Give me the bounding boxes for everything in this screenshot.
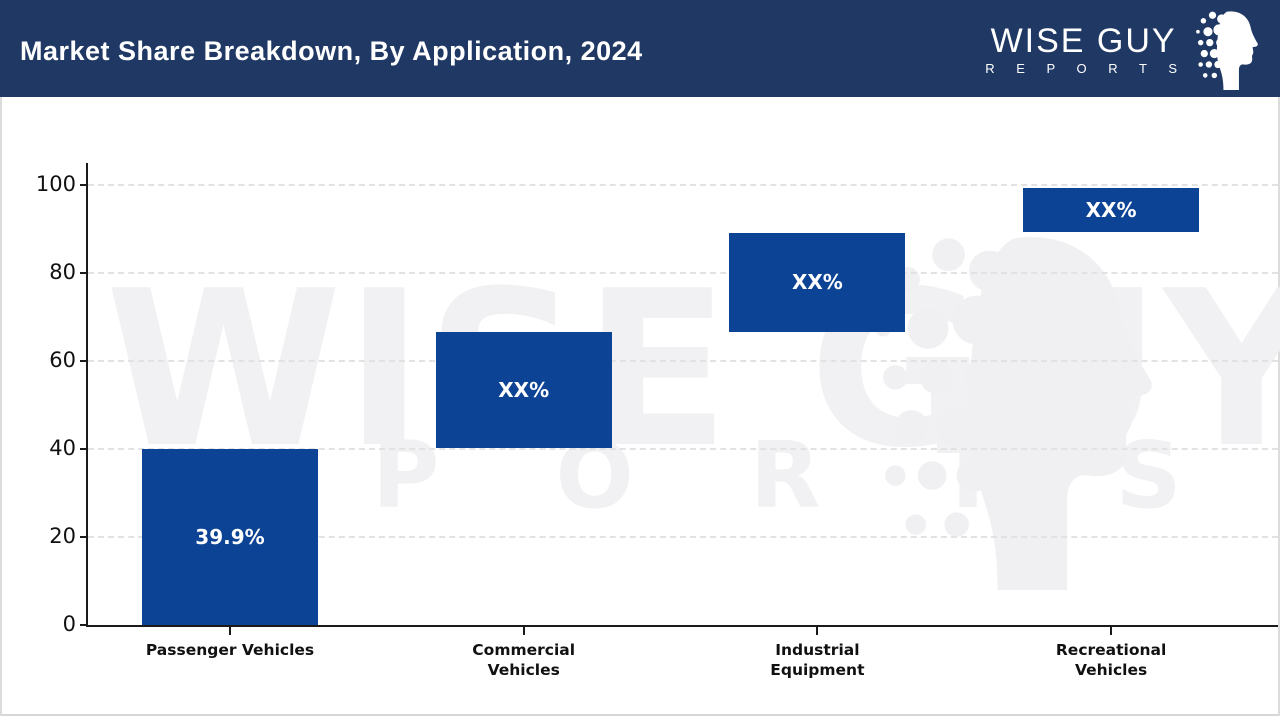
x-tick-3 — [1110, 627, 1113, 635]
category-label-2: Industrial Equipment — [707, 640, 927, 680]
category-label-line: Commercial — [472, 641, 576, 659]
y-tick-label-100: 100 — [35, 172, 76, 196]
header-band: Market Share Breakdown, By Application, … — [0, 0, 1280, 97]
y-tick-80 — [80, 272, 88, 274]
dotted-head-icon — [1196, 11, 1258, 90]
x-tick-0 — [229, 627, 231, 635]
bar-1: XX% — [435, 331, 612, 449]
category-label-line: Vehicles — [487, 661, 560, 679]
gridline-100 — [88, 184, 1278, 186]
category-label-1: Commercial Vehicles — [414, 640, 634, 680]
logo-text: WISE GUY R E P O R T S — [981, 23, 1186, 76]
gridline-60 — [88, 360, 1278, 362]
gridline-20 — [88, 536, 1278, 538]
bar-3: XX% — [1023, 188, 1200, 233]
y-tick-label-20: 20 — [49, 524, 76, 548]
bar-value-label-3: XX% — [1085, 198, 1137, 223]
logo-subtitle: R E P O R T S — [985, 60, 1186, 76]
wise-guy-logo: WISE GUY R E P O R T S — [981, 8, 1266, 90]
category-label-line: Industrial — [775, 641, 860, 659]
bar-0: 39.9% — [142, 449, 318, 625]
y-tick-label-80: 80 — [49, 260, 76, 284]
x-axis-line — [86, 625, 1278, 627]
y-tick-40 — [80, 448, 88, 450]
category-label-line: Recreational — [1055, 641, 1167, 659]
y-tick-label-40: 40 — [49, 436, 76, 460]
category-label-3: Recreational Vehicles — [1001, 640, 1221, 680]
bar-value-label-0: 39.9% — [195, 525, 265, 550]
y-tick-60 — [80, 360, 88, 362]
y-tick-20 — [80, 536, 88, 538]
category-label-line: Vehicles — [1074, 661, 1148, 679]
y-axis-line — [86, 163, 88, 627]
category-label-line: Passenger Vehicles — [145, 641, 315, 659]
gridline-80 — [88, 272, 1278, 274]
gridline-40 — [88, 448, 1278, 450]
x-tick-2 — [816, 627, 819, 635]
bar-2: XX% — [729, 232, 906, 332]
watermark-head-icon — [874, 237, 1152, 590]
y-tick-label-60: 60 — [49, 348, 76, 372]
bar-value-label-1: XX% — [498, 378, 550, 403]
y-tick-label-0: 0 — [62, 612, 76, 636]
category-label-0: Passenger Vehicles — [120, 640, 340, 660]
logo-wordmark: WISE GUY — [990, 21, 1177, 60]
category-label-line: Equipment — [770, 661, 865, 679]
y-tick-100 — [80, 184, 88, 186]
chart-title: Market Share Breakdown, By Application, … — [20, 36, 643, 66]
bar-value-label-2: XX% — [791, 270, 843, 295]
y-tick-0 — [80, 624, 88, 626]
x-tick-1 — [522, 627, 525, 635]
